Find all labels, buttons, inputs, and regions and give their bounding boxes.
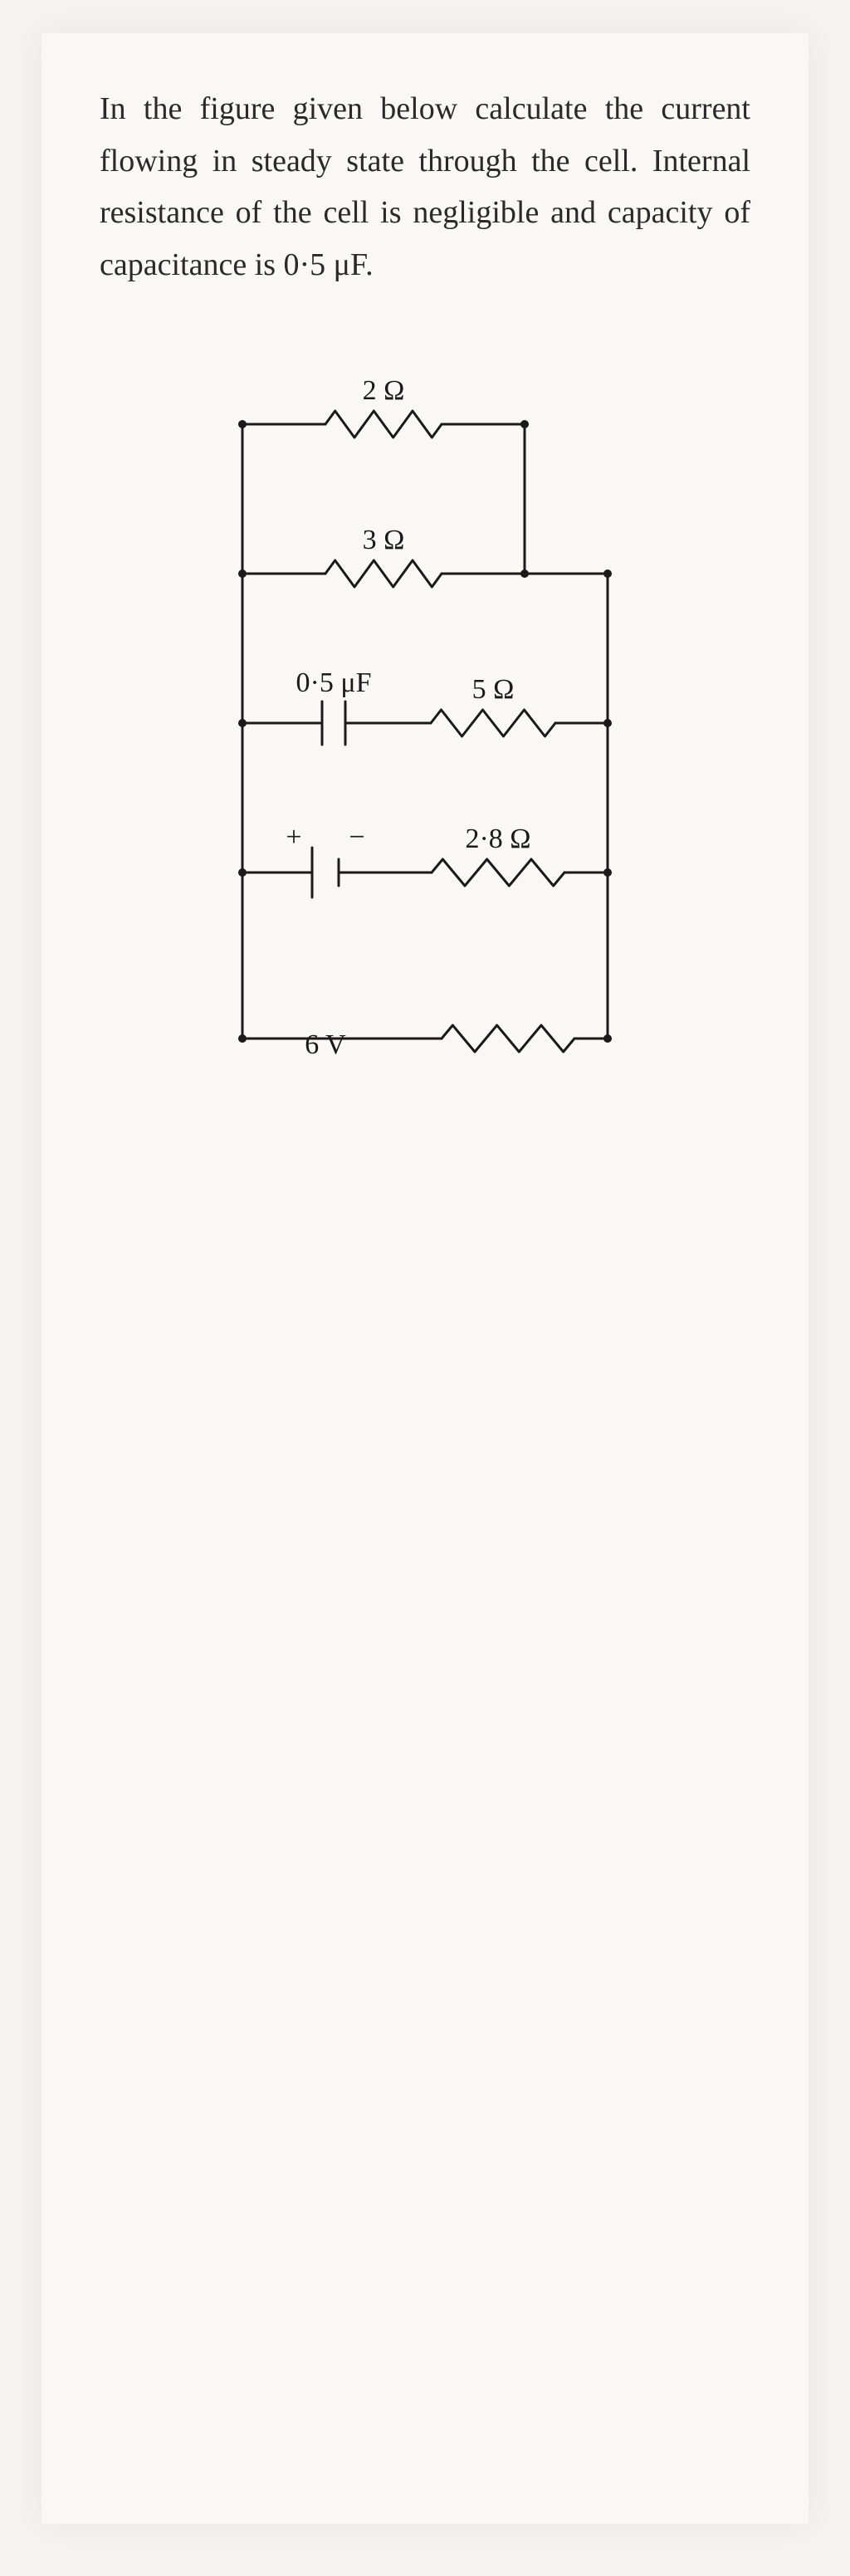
problem-statement: In the figure given below calculate the … bbox=[100, 83, 750, 291]
svg-text:2·8 Ω: 2·8 Ω bbox=[465, 824, 530, 854]
svg-text:+: + bbox=[286, 822, 301, 853]
svg-text:6 V: 6 V bbox=[305, 1029, 346, 1060]
svg-text:2 Ω: 2 Ω bbox=[363, 375, 405, 406]
circuit-figure: 2 Ω 3 Ω 0·5 μF 5 Ω + − 2·8 Ω 6 V bbox=[100, 358, 750, 1105]
svg-text:3 Ω: 3 Ω bbox=[363, 525, 405, 555]
circuit-diagram: 2 Ω 3 Ω 0·5 μF 5 Ω + − 2·8 Ω 6 V bbox=[176, 358, 674, 1105]
svg-text:5 Ω: 5 Ω bbox=[472, 674, 515, 705]
page: In the figure given below calculate the … bbox=[42, 33, 808, 2524]
svg-text:−: − bbox=[349, 822, 364, 853]
svg-text:0·5 μF: 0·5 μF bbox=[296, 667, 372, 698]
